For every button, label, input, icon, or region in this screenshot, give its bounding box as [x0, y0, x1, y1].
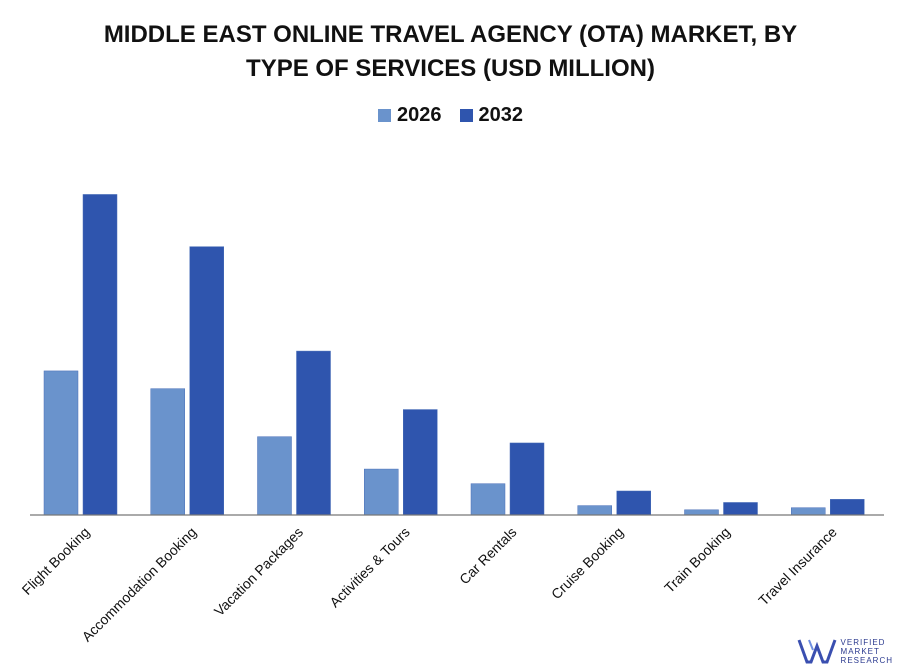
bar-2026-flight-booking [43, 370, 79, 516]
brand-line-1: VERIFIED [840, 637, 886, 647]
bar-2032-travel-insurance [830, 499, 865, 516]
chart-title-line-2: TYPE OF SERVICES (USD MILLION) [246, 55, 655, 82]
bar-2026-travel-insurance [791, 507, 826, 516]
legend-label-2026: 2026 [397, 104, 442, 126]
legend-item-2026: 2026 [378, 104, 442, 127]
brand-logo-icon [797, 639, 836, 664]
chart-legend: 2026 2032 [0, 104, 901, 127]
bar-2026-vacation-packages [257, 436, 292, 516]
bar-2026-activities-tours [364, 468, 399, 516]
bar-2032-activities-tours [403, 409, 438, 516]
brand-line-3: RESEARCH [840, 655, 893, 665]
x-tick-label: Vacation Packages [211, 524, 306, 619]
bar-2026-car-rentals [470, 483, 506, 516]
legend-item-2032: 2032 [459, 104, 524, 127]
chart-title-line-1: MIDDLE EAST ONLINE TRAVEL AGENCY (OTA) M… [103, 21, 798, 48]
legend-label-2032: 2032 [478, 104, 524, 126]
x-tick-label: Car Rentals [456, 524, 520, 588]
brand-logo-text: VERIFIED MARKET RESEARCH [841, 638, 893, 665]
bar-2026-accommodation-booking [150, 388, 185, 516]
brand-line-2: MARKET [840, 646, 880, 656]
legend-swatch-2032 [459, 109, 473, 122]
brand-logo: VERIFIED MARKET RESEARCH [797, 636, 893, 666]
bar-2026-cruise-booking [577, 505, 612, 516]
legend-swatch-2026 [378, 109, 391, 122]
x-tick-label: Travel Insurance [755, 524, 840, 609]
bar-2032-flight-booking [82, 194, 118, 516]
bar-2032-accommodation-booking [189, 246, 224, 516]
x-tick-label: Cruise Booking [548, 524, 626, 602]
x-tick-label: Flight Booking [19, 524, 93, 598]
x-tick-label: Train Booking [661, 524, 733, 596]
x-tick-label: Accommodation Booking [79, 524, 200, 645]
bar-2026-train-booking [684, 509, 719, 516]
bar-2032-vacation-packages [296, 350, 331, 516]
bar-2032-car-rentals [509, 442, 545, 516]
chart-title: MIDDLE EAST ONLINE TRAVEL AGENCY (OTA) M… [0, 18, 901, 86]
bar-2032-train-booking [723, 502, 758, 516]
x-tick-label: Activities & Tours [326, 524, 413, 611]
bar-2032-cruise-booking [616, 490, 651, 516]
